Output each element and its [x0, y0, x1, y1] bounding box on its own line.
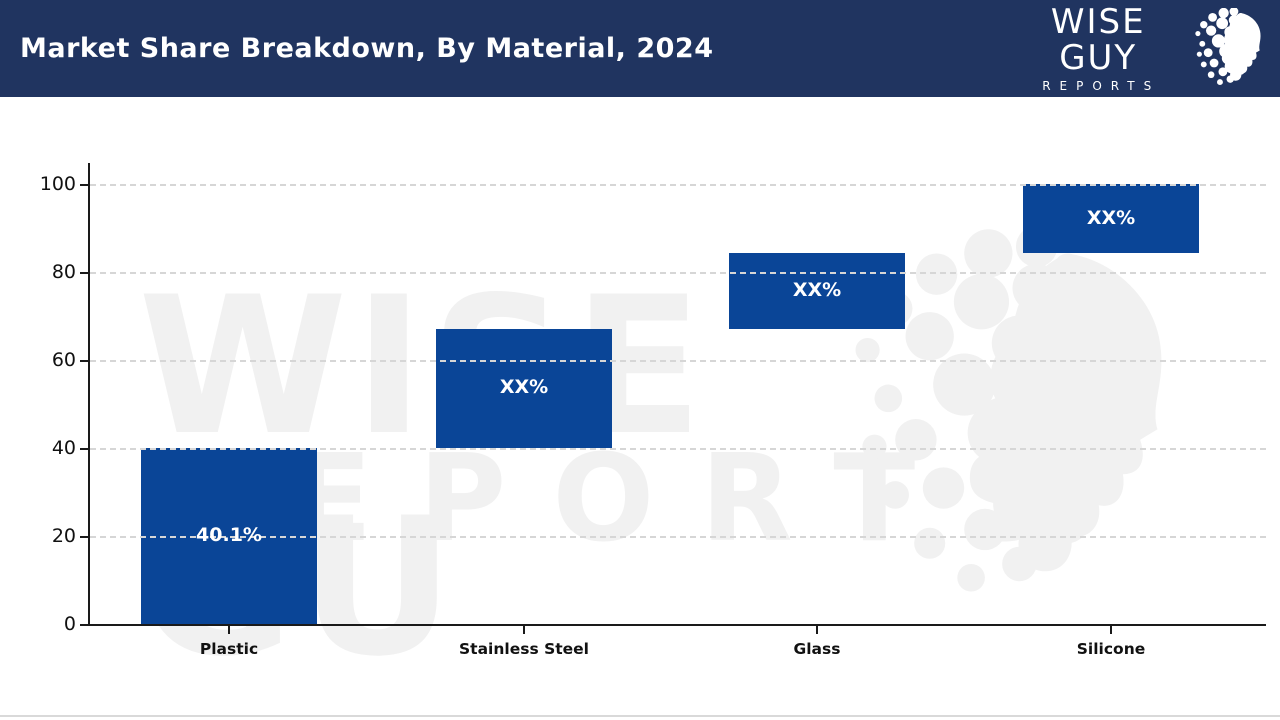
x-axis-spine	[88, 624, 1266, 626]
bottom-divider	[0, 715, 1280, 717]
y-tick-label-100: 100	[39, 173, 76, 195]
bar-stainless-steel	[436, 328, 612, 448]
brand-name: WISE GUY	[1050, 2, 1146, 78]
y-tick-label-60: 60	[51, 349, 76, 371]
y-tick-label-0: 0	[63, 613, 76, 635]
x-tick-mark-glass	[816, 626, 818, 634]
y-tick-mark-100	[80, 184, 88, 186]
y-tick-mark-40	[80, 448, 88, 450]
y-tick-mark-60	[80, 360, 88, 362]
brand-logo-text: WISE GUY REPORTS	[1006, 4, 1190, 94]
y-tick-label-20: 20	[51, 525, 76, 547]
y-tick-mark-80	[80, 272, 88, 274]
brand-face-icon	[1195, 8, 1261, 86]
category-label-silicone: Silicone	[1076, 640, 1146, 658]
gridline-80	[90, 272, 1266, 274]
category-label-plastic: Plastic	[199, 640, 259, 658]
x-tick-mark-stainless-steel	[523, 626, 525, 634]
bar-value-label-stainless-steel: XX%	[499, 376, 549, 399]
brand-logo: WISE GUY REPORTS	[1006, 4, 1266, 94]
chart-title: Market Share Breakdown, By Material, 202…	[20, 33, 714, 64]
category-label-stainless-steel: Stainless Steel	[459, 640, 589, 658]
y-tick-mark-20	[80, 536, 88, 538]
x-tick-mark-silicone	[1110, 626, 1112, 634]
header-bar: Market Share Breakdown, By Material, 202…	[0, 0, 1280, 97]
category-label-glass: Glass	[793, 640, 841, 658]
bar-value-label-glass: XX%	[792, 278, 842, 301]
gridline-100	[90, 184, 1266, 186]
gridline-20	[90, 536, 1266, 538]
y-tick-label-40: 40	[51, 437, 76, 459]
x-tick-mark-plastic	[228, 626, 230, 634]
y-tick-mark-0	[80, 624, 88, 626]
y-axis-spine	[88, 163, 90, 625]
gridline-60	[90, 360, 1266, 362]
bar-value-label-silicone: XX%	[1086, 206, 1136, 229]
gridline-40	[90, 448, 1266, 450]
y-tick-label-80: 80	[51, 261, 76, 283]
brand-subname: REPORTS	[1042, 79, 1161, 93]
bar-value-label-plastic: 40.1%	[196, 523, 262, 546]
bar-plastic	[141, 447, 317, 624]
